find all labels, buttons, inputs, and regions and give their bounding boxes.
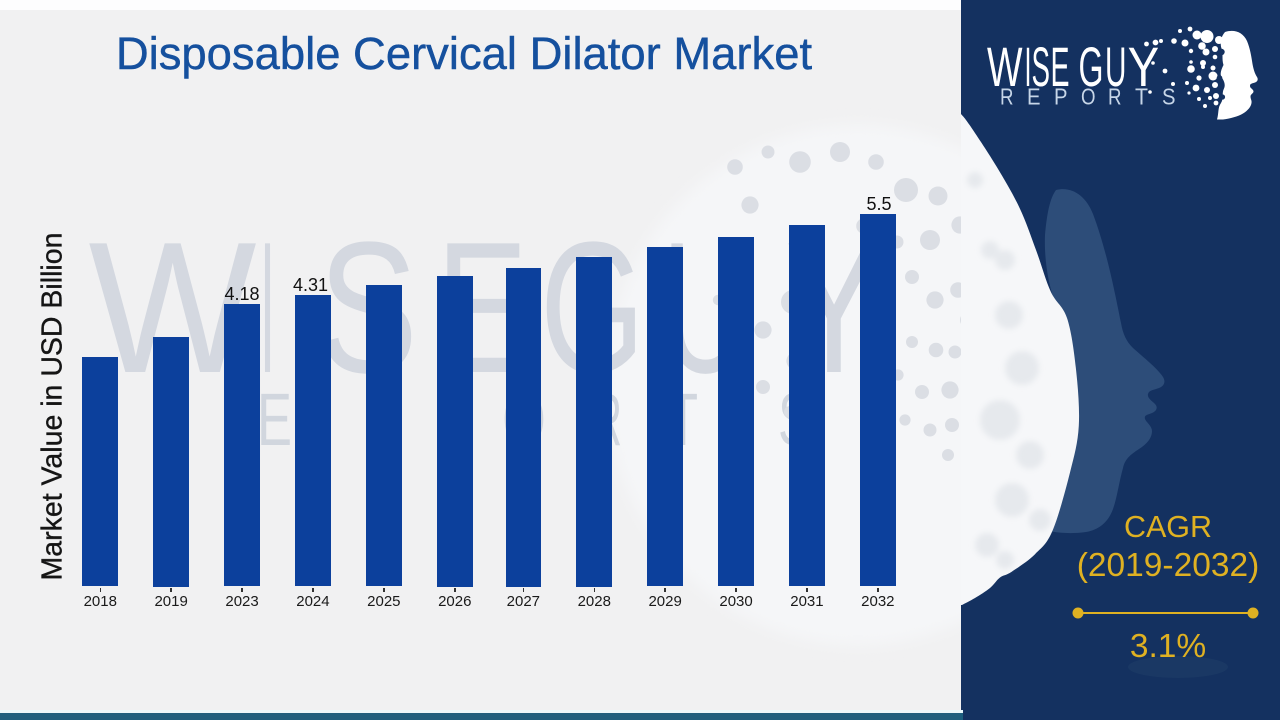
svg-text:I: I bbox=[1025, 35, 1032, 98]
svg-text:R: R bbox=[1108, 84, 1122, 110]
svg-text:E: E bbox=[1027, 84, 1041, 110]
svg-text:W: W bbox=[987, 35, 1023, 98]
svg-text:I: I bbox=[260, 203, 275, 412]
svg-text:E: E bbox=[1051, 35, 1070, 98]
svg-text:E: E bbox=[257, 378, 292, 461]
svg-text:Y: Y bbox=[1128, 35, 1160, 98]
svg-text:S: S bbox=[1162, 84, 1176, 110]
svg-text:O: O bbox=[1081, 84, 1096, 110]
svg-text:G: G bbox=[1079, 35, 1104, 98]
svg-text:S: S bbox=[1032, 35, 1051, 98]
svg-text:T: T bbox=[1135, 84, 1148, 110]
svg-text:P: P bbox=[1054, 84, 1068, 110]
svg-text:U: U bbox=[1105, 35, 1127, 98]
svg-text:R: R bbox=[1000, 84, 1014, 110]
